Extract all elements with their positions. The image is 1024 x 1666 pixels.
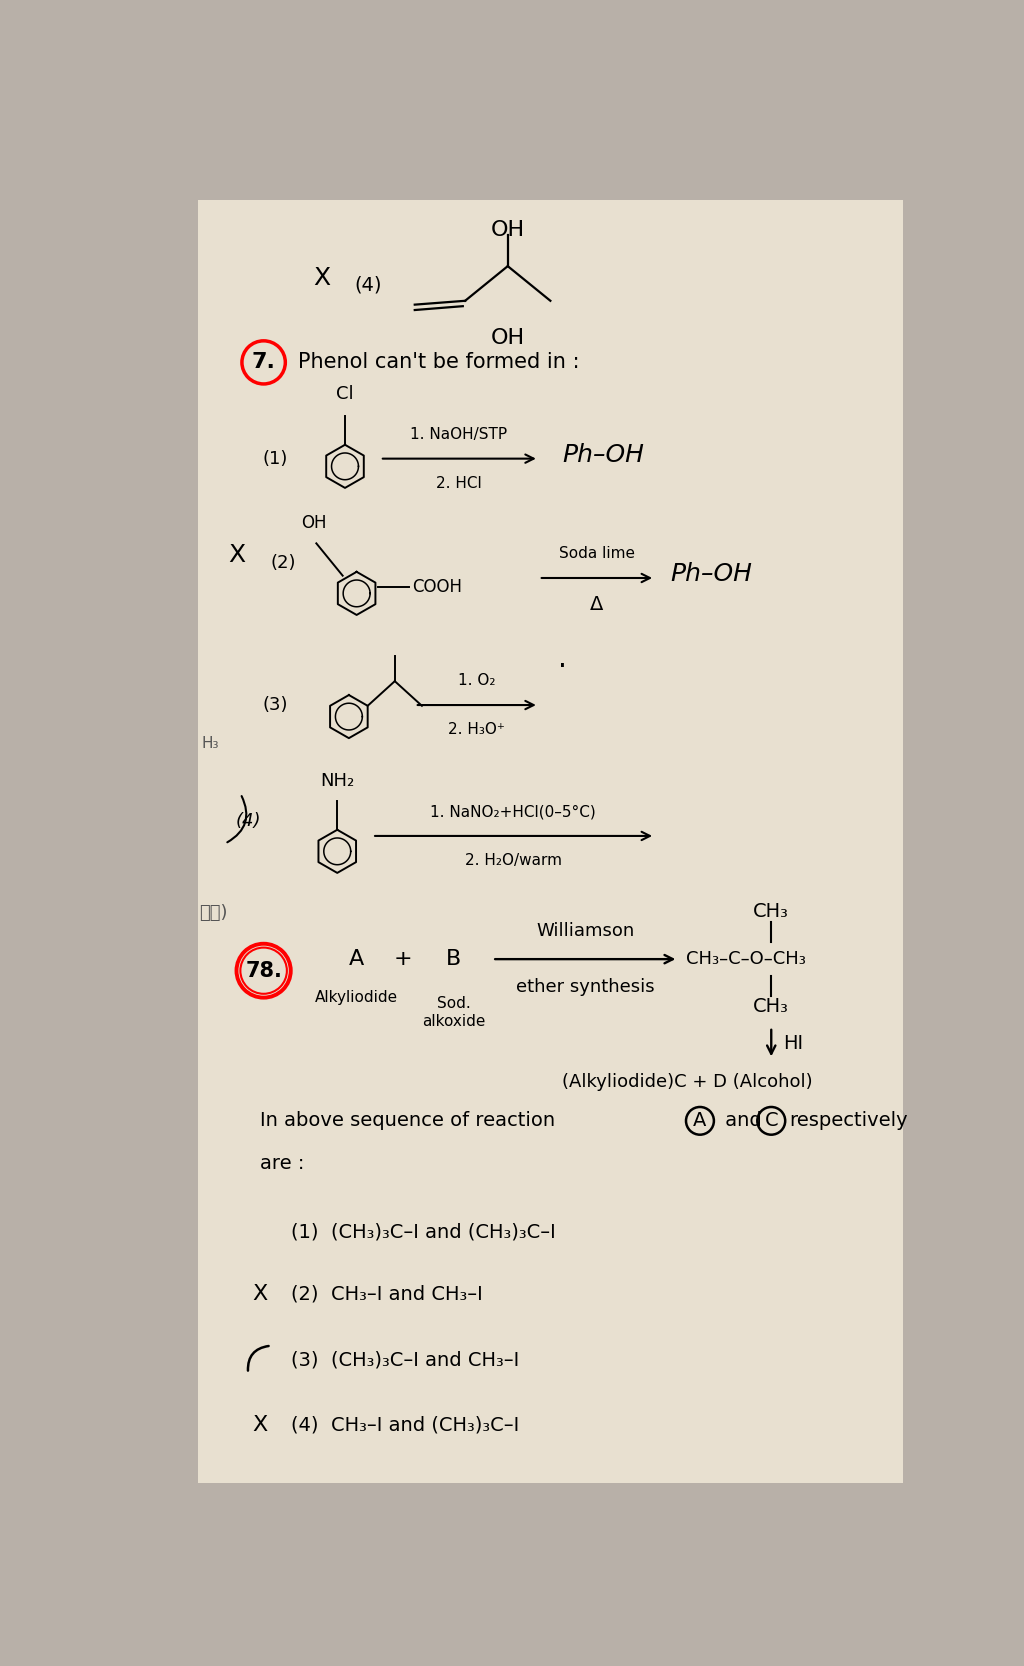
Text: Williamson: Williamson	[537, 921, 635, 940]
Text: (3): (3)	[262, 696, 288, 715]
Text: X: X	[313, 265, 331, 290]
Text: 2. HCl: 2. HCl	[436, 475, 482, 490]
Text: A: A	[693, 1111, 707, 1130]
Text: COOH: COOH	[413, 578, 463, 596]
Text: Soda lime: Soda lime	[559, 546, 635, 561]
Text: Phenol can't be formed in :: Phenol can't be formed in :	[299, 353, 580, 373]
Text: ether synthesis: ether synthesis	[516, 978, 654, 996]
Text: Alkyliodide: Alkyliodide	[315, 990, 398, 1005]
Text: OH: OH	[490, 328, 525, 348]
Text: X: X	[252, 1414, 267, 1434]
Text: HI: HI	[783, 1035, 803, 1053]
Text: Ph–OH: Ph–OH	[671, 561, 753, 586]
Text: 2. H₃O⁺: 2. H₃O⁺	[449, 721, 505, 736]
Text: हल): हल)	[200, 905, 227, 921]
Text: respectively: respectively	[790, 1111, 907, 1130]
Text: (1): (1)	[262, 450, 288, 468]
Text: H₃: H₃	[202, 736, 219, 751]
Text: and: and	[719, 1111, 768, 1130]
Text: CH₃–C–O–CH₃: CH₃–C–O–CH₃	[686, 950, 806, 968]
Text: In above sequence of reaction: In above sequence of reaction	[260, 1111, 555, 1130]
Text: (4): (4)	[354, 277, 382, 295]
Text: 78.: 78.	[245, 961, 282, 981]
Text: .: .	[557, 645, 566, 673]
Text: A: A	[349, 950, 365, 970]
Text: +: +	[394, 950, 413, 970]
Text: Cl: Cl	[336, 385, 354, 403]
Text: are :: are :	[260, 1153, 304, 1173]
Text: (4)  CH₃–I and (CH₃)₃C–I: (4) CH₃–I and (CH₃)₃C–I	[291, 1416, 519, 1434]
Text: 1. NaNO₂+HCl(0–5°C): 1. NaNO₂+HCl(0–5°C)	[430, 805, 596, 820]
Text: C: C	[765, 1111, 778, 1130]
Text: CH₃: CH₃	[754, 901, 790, 921]
Text: 7.: 7.	[252, 353, 275, 373]
Text: 1. NaOH/STP: 1. NaOH/STP	[411, 426, 508, 441]
Text: X: X	[228, 543, 245, 566]
Text: (1)  (CH₃)₃C–I and (CH₃)₃C–I: (1) (CH₃)₃C–I and (CH₃)₃C–I	[291, 1223, 555, 1241]
Text: Sod.
alkoxide: Sod. alkoxide	[422, 996, 485, 1028]
Text: 1. O₂: 1. O₂	[458, 673, 496, 688]
Text: Δ: Δ	[590, 595, 603, 615]
Text: (3)  (CH₃)₃C–I and CH₃–I: (3) (CH₃)₃C–I and CH₃–I	[291, 1349, 519, 1369]
Text: Ph–OH: Ph–OH	[562, 443, 644, 466]
Text: 2. H₂O/warm: 2. H₂O/warm	[465, 853, 562, 868]
Text: (4): (4)	[236, 811, 261, 830]
Text: (2)  CH₃–I and CH₃–I: (2) CH₃–I and CH₃–I	[291, 1284, 482, 1303]
Text: X: X	[252, 1284, 267, 1304]
Text: CH₃: CH₃	[754, 998, 790, 1016]
Bar	[198, 200, 903, 1483]
Text: NH₂: NH₂	[321, 771, 354, 790]
Text: OH: OH	[490, 220, 525, 240]
Text: OH: OH	[301, 513, 327, 531]
Text: (Alkyliodide)C + D (Alcohol): (Alkyliodide)C + D (Alcohol)	[562, 1073, 813, 1091]
Text: (2): (2)	[270, 553, 296, 571]
Text: B: B	[445, 950, 461, 970]
